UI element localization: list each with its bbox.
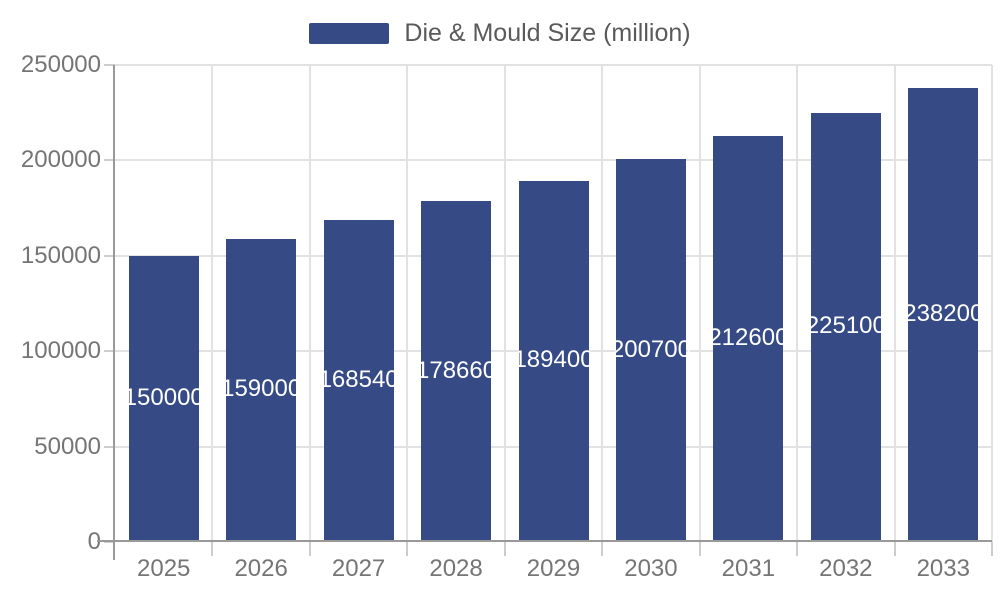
bar-value-label: 212600 <box>708 324 789 352</box>
y-axis-tick <box>104 541 115 543</box>
y-gridline <box>115 64 992 66</box>
x-gridline <box>991 65 993 542</box>
x-axis-line <box>97 540 992 542</box>
y-axis-label: 200000 <box>20 146 101 174</box>
x-gridline <box>308 65 311 542</box>
legend-swatch <box>309 22 390 44</box>
x-gridline <box>503 65 506 542</box>
x-axis-label: 2026 <box>234 555 288 582</box>
y-axis-label: 0 <box>87 528 101 555</box>
bar-value-label: 238200 <box>903 299 984 327</box>
bar-value-label: 225100 <box>805 312 886 340</box>
x-axis-label: 2033 <box>916 555 970 582</box>
x-axis-label: 2032 <box>819 555 873 582</box>
bar-value-label: 200700 <box>610 335 691 363</box>
x-gridline <box>601 65 604 542</box>
legend-label: Die & Mould Size (million) <box>404 19 691 47</box>
y-axis-line <box>113 65 115 560</box>
x-axis-label: 2029 <box>526 555 581 582</box>
x-gridline <box>796 65 799 542</box>
x-axis-label: 2025 <box>137 555 191 582</box>
bar-2028[interactable]: 178660 <box>416 201 496 540</box>
y-axis-label: 250000 <box>20 51 101 78</box>
bar-2026[interactable]: 159000 <box>221 238 301 540</box>
x-axis-tick <box>796 542 799 556</box>
bar-value-label: 150000 <box>123 383 204 411</box>
bar-2032[interactable]: 225100 <box>806 112 886 540</box>
x-axis-tick <box>991 542 993 556</box>
legend[interactable]: Die & Mould Size (million) <box>0 18 1000 48</box>
bar-value-label: 168540 <box>318 366 399 394</box>
bar-value-label: 178660 <box>416 356 497 384</box>
x-axis-tick <box>601 542 604 556</box>
y-axis-tick <box>104 445 115 448</box>
bar-2031[interactable]: 212600 <box>708 136 788 540</box>
y-axis-label: 150000 <box>20 241 101 269</box>
y-axis-tick <box>104 350 115 353</box>
x-gridline <box>406 65 409 542</box>
y-axis-label: 50000 <box>34 432 101 460</box>
bar-2025[interactable]: 150000 <box>124 255 204 540</box>
bar-value-label: 189400 <box>513 346 594 374</box>
x-gridline <box>698 65 701 542</box>
plot-area: 0 50000 100000 150000 200000 250000 150000 1590… <box>21 51 993 582</box>
x-gridline <box>211 65 214 542</box>
x-axis-tick <box>503 542 506 556</box>
x-axis-label: 2030 <box>624 555 678 582</box>
x-axis-label: 2027 <box>331 555 386 582</box>
x-axis-label: 2028 <box>429 555 483 582</box>
x-axis-tick <box>308 542 311 556</box>
y-axis-tick <box>104 159 115 162</box>
y-axis-tick <box>104 254 115 257</box>
bar-2027[interactable]: 168540 <box>319 220 399 540</box>
bar-value-label: 159000 <box>221 375 302 403</box>
x-gridline <box>893 65 896 542</box>
bar-2029[interactable]: 189400 <box>513 180 594 540</box>
y-axis-tick <box>104 64 115 66</box>
y-gridline <box>115 159 992 162</box>
x-axis-tick <box>406 542 409 556</box>
bar-2033[interactable]: 238200 <box>903 87 983 540</box>
x-axis-tick <box>211 542 214 556</box>
x-axis-tick <box>893 542 896 556</box>
y-axis-label: 100000 <box>20 337 101 365</box>
x-axis-tick <box>698 542 701 556</box>
bar-2030[interactable]: 200700 <box>611 159 691 540</box>
x-axis-label: 2031 <box>721 555 776 582</box>
